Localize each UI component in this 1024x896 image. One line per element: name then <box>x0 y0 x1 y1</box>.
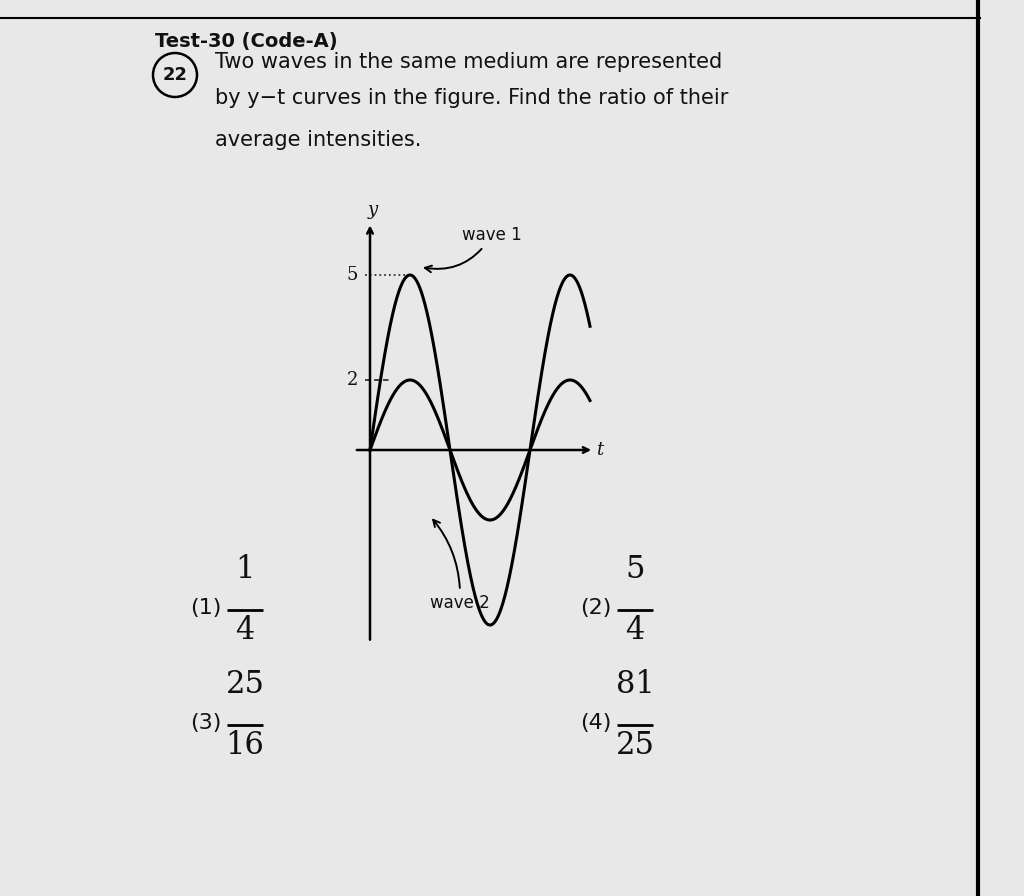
Text: 25: 25 <box>615 730 654 761</box>
Text: 5: 5 <box>626 554 645 585</box>
Text: (2): (2) <box>580 598 611 618</box>
Text: 25: 25 <box>225 669 264 700</box>
Text: 2: 2 <box>347 371 358 389</box>
Text: 16: 16 <box>225 730 264 761</box>
Text: 4: 4 <box>236 615 255 646</box>
Text: wave 1: wave 1 <box>425 226 522 272</box>
Text: by y−t curves in the figure. Find the ratio of their: by y−t curves in the figure. Find the ra… <box>215 88 728 108</box>
Text: 22: 22 <box>163 66 187 84</box>
Text: (3): (3) <box>190 713 221 733</box>
Text: 81: 81 <box>615 669 654 700</box>
Text: (4): (4) <box>580 713 611 733</box>
Text: Two waves in the same medium are represented: Two waves in the same medium are represe… <box>215 52 722 72</box>
Text: wave 2: wave 2 <box>430 520 489 611</box>
Text: 5: 5 <box>347 266 358 284</box>
Text: y: y <box>368 201 378 219</box>
Text: t: t <box>596 441 603 459</box>
Text: Test-30 (Code-A): Test-30 (Code-A) <box>155 32 338 51</box>
Text: average intensities.: average intensities. <box>215 130 421 150</box>
Text: 1: 1 <box>236 554 255 585</box>
Text: 4: 4 <box>626 615 645 646</box>
Text: (1): (1) <box>190 598 221 618</box>
